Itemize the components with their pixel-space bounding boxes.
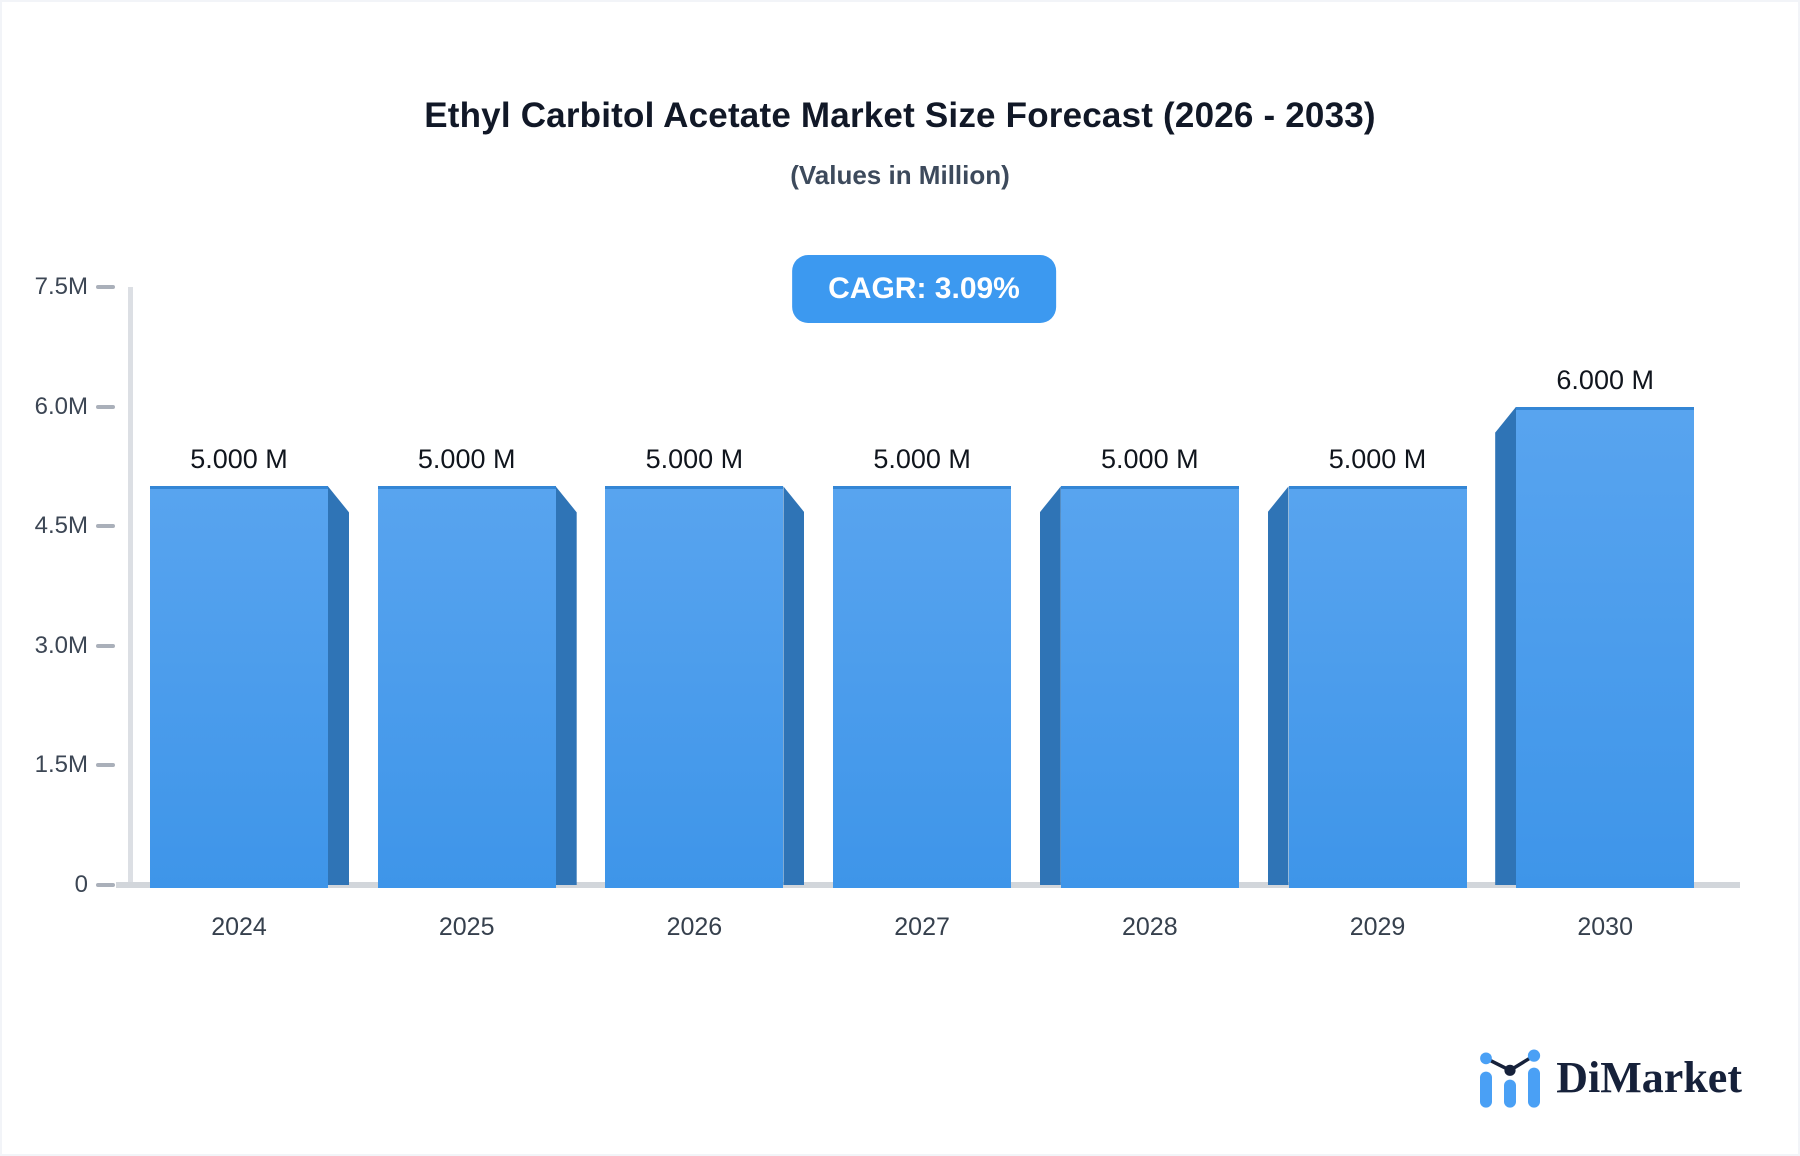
y-tick-label: 4.5M — [34, 512, 88, 540]
x-tick-label: 2024 — [211, 913, 267, 941]
bar-side-3d — [1495, 406, 1517, 885]
bar-2026[interactable] — [605, 486, 784, 888]
bar-value-label: 5.000 M — [873, 444, 971, 475]
chart-title: Ethyl Carbitol Acetate Market Size Forec… — [424, 96, 1376, 135]
y-tick-dash — [96, 524, 115, 529]
logo-text: DiMarket — [1556, 1052, 1742, 1102]
mini-bar-line-chart-icon — [1480, 1049, 1541, 1108]
y-tick-dash — [96, 883, 115, 887]
bar-value-label: 5.000 M — [1328, 444, 1427, 475]
y-tick-label: 0 — [74, 871, 88, 898]
x-tick-label: 2028 — [1121, 913, 1178, 941]
bar-2025[interactable] — [377, 486, 556, 888]
bar-2030[interactable] — [1516, 406, 1695, 888]
y-tick-label: 6.0M — [34, 392, 88, 420]
x-tick-label: 2030 — [1577, 913, 1633, 941]
y-tick-label: 3.0M — [34, 631, 88, 659]
bar-2027[interactable] — [833, 486, 1012, 888]
x-tick-label: 2029 — [1349, 913, 1406, 941]
bar-2024[interactable] — [150, 486, 328, 888]
y-tick-label: 1.5M — [34, 751, 88, 779]
y-tick-dash — [96, 404, 115, 409]
bar-side-3d — [783, 486, 805, 885]
y-tick-dash — [96, 643, 115, 648]
bar-side-3d — [555, 486, 577, 885]
bar-side-3d — [1039, 486, 1061, 885]
y-tick-dash — [96, 763, 115, 768]
chart-subtitle: (Values in Million) — [790, 160, 1010, 190]
bar-value-label: 5.000 M — [1101, 444, 1199, 475]
bar-value-label: 5.000 M — [190, 444, 288, 475]
bar-2028[interactable] — [1060, 486, 1239, 888]
bar-value-label: 5.000 M — [417, 444, 516, 475]
bar-2029[interactable] — [1288, 486, 1467, 888]
bar-side-3d — [1267, 486, 1289, 885]
dimarket-logo[interactable]: DiMarket — [1478, 1046, 1742, 1108]
y-tick-dash — [96, 285, 115, 289]
y-tick-label: 7.5M — [34, 273, 88, 300]
bar-value-label: 6.000 M — [1556, 364, 1654, 395]
bar-side-3d — [328, 486, 349, 885]
y-axis-line — [128, 287, 133, 885]
cagr-badge: CAGR: 3.09% — [792, 255, 1056, 323]
x-tick-label: 2025 — [438, 913, 495, 941]
bar-value-label: 5.000 M — [645, 444, 744, 475]
x-tick-label: 2027 — [894, 913, 950, 941]
x-tick-label: 2026 — [666, 913, 723, 941]
